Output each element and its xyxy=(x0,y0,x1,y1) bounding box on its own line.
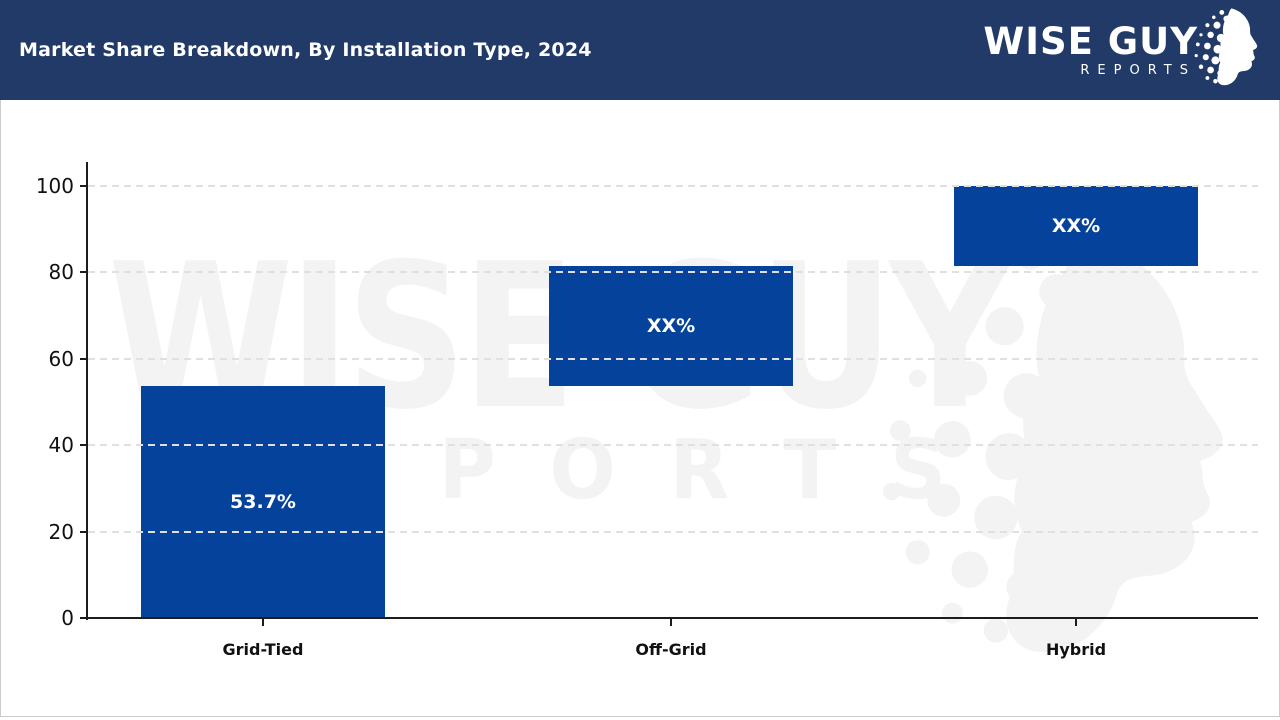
x-axis-category-label: Hybrid xyxy=(1045,640,1107,659)
y-axis-tick-label: 20 xyxy=(48,519,74,544)
bar-grid-tied: 53.7% xyxy=(141,386,385,618)
y-axis-tick xyxy=(80,530,88,533)
y-axis-tick xyxy=(80,185,88,187)
x-axis-tick xyxy=(262,619,264,626)
gridline-80 xyxy=(88,271,1258,274)
bar-off-grid: XX% xyxy=(549,265,793,386)
y-axis-tick-label: 60 xyxy=(48,346,74,371)
y-axis-tick-label: 40 xyxy=(48,433,74,458)
gridline-40 xyxy=(88,444,1258,447)
y-axis-line xyxy=(86,162,88,620)
x-axis-tick xyxy=(670,619,672,626)
x-axis-line xyxy=(86,617,1258,619)
header: Market Share Breakdown, By Installation … xyxy=(0,0,1280,100)
y-axis-tick xyxy=(80,271,88,274)
y-axis-tick xyxy=(80,617,88,619)
logo-text: WISE GUY REPORTS xyxy=(983,23,1198,78)
bar-value-label: XX% xyxy=(646,314,696,337)
logo-subtitle: REPORTS xyxy=(1080,62,1196,78)
y-axis-tick-label: 80 xyxy=(48,260,74,285)
gridline-60 xyxy=(88,357,1258,360)
bar-hybrid: XX% xyxy=(954,186,1198,266)
y-axis-tick-label: 0 xyxy=(61,606,74,630)
gridline-100 xyxy=(88,185,1258,187)
x-axis-category-label: Grid-Tied xyxy=(222,640,304,659)
y-axis-tick xyxy=(80,444,88,447)
bar-value-label: 53.7% xyxy=(230,491,296,513)
x-axis-tick xyxy=(1075,619,1077,626)
y-axis-tick xyxy=(80,357,88,360)
x-axis-category-label: Off-Grid xyxy=(635,640,707,659)
page-title: Market Share Breakdown, By Installation … xyxy=(19,39,592,61)
wiseguy-logo: WISE GUY REPORTS xyxy=(983,6,1266,94)
y-axis-tick-label: 100 xyxy=(35,174,74,198)
gridline-20 xyxy=(88,530,1258,533)
bar-value-label: XX% xyxy=(1051,214,1101,237)
logo-wordmark: WISE GUY xyxy=(983,19,1198,63)
